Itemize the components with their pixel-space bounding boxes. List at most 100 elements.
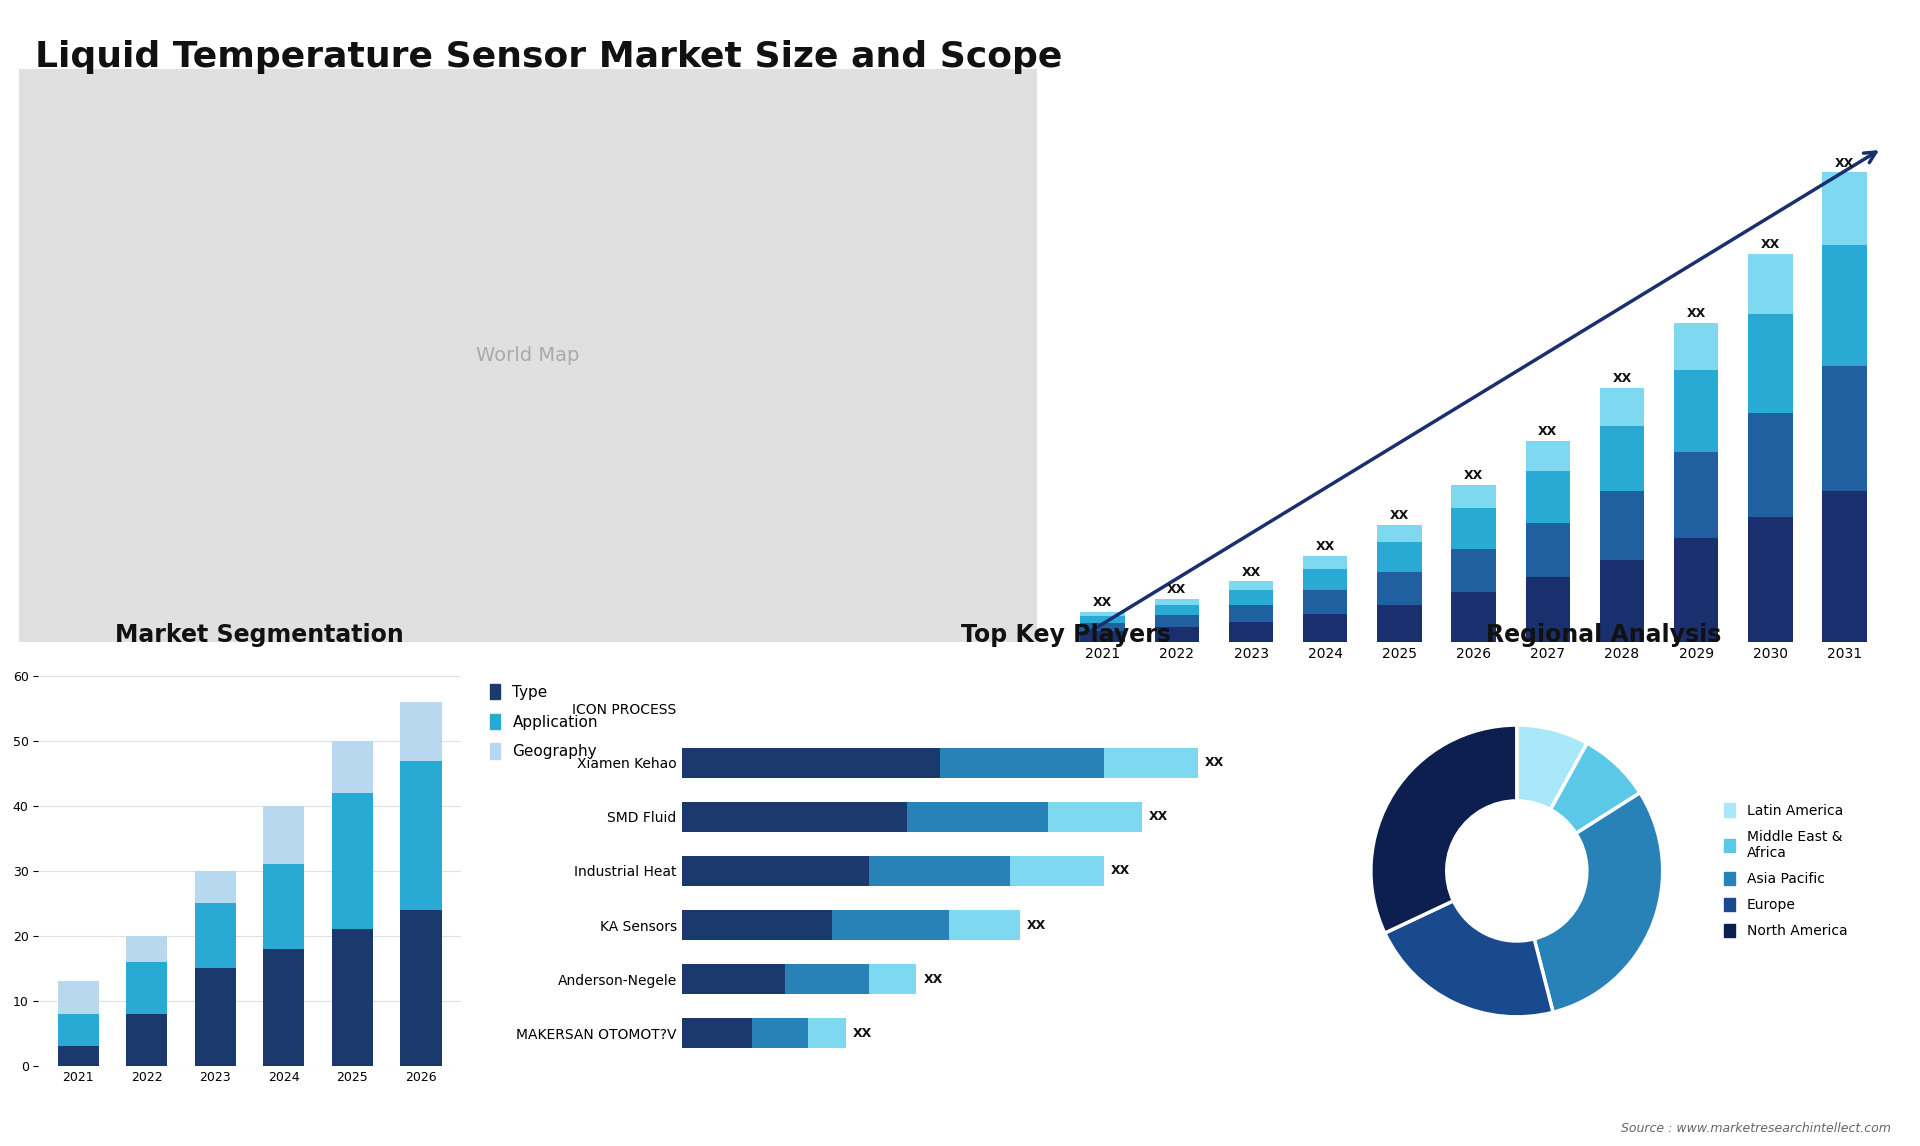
Bar [1048, 802, 1142, 832]
Wedge shape [1534, 793, 1663, 1012]
Text: XX: XX [924, 973, 943, 986]
Bar [1229, 590, 1273, 605]
Bar [1599, 387, 1644, 426]
Bar [1526, 523, 1571, 578]
Text: XX: XX [1242, 566, 1261, 579]
Bar [1154, 605, 1200, 615]
Bar [263, 806, 305, 864]
Wedge shape [1371, 725, 1517, 933]
Wedge shape [1517, 725, 1588, 809]
Bar [831, 910, 948, 940]
Bar [906, 802, 1048, 832]
Bar [127, 1014, 167, 1066]
Bar [58, 1014, 98, 1046]
Text: XX: XX [1206, 756, 1225, 769]
Bar [1081, 612, 1125, 615]
Text: Market Segmentation: Market Segmentation [115, 623, 403, 647]
Bar [194, 871, 236, 903]
Text: MARKET
RESEARCH
INTELLECT: MARKET RESEARCH INTELLECT [1764, 53, 1826, 89]
Bar [682, 910, 831, 940]
Legend: Latin America, Middle East &
Africa, Asia Pacific, Europe, North America: Latin America, Middle East & Africa, Asi… [1724, 803, 1847, 939]
Text: Top Key Players: Top Key Players [960, 623, 1171, 647]
Bar [948, 910, 1020, 940]
Text: XX: XX [1167, 583, 1187, 596]
Text: XX: XX [1761, 238, 1780, 251]
Bar [1822, 366, 1866, 490]
Bar [194, 968, 236, 1066]
Bar [1674, 323, 1718, 370]
Text: XX: XX [1538, 425, 1557, 439]
Bar [1377, 572, 1421, 605]
Bar [1304, 590, 1348, 614]
Bar [401, 910, 442, 1066]
Bar [1154, 598, 1200, 605]
Text: Liquid Temperature Sensor Market Size and Scope: Liquid Temperature Sensor Market Size an… [35, 40, 1062, 74]
Bar [1377, 525, 1421, 542]
Bar [401, 761, 442, 910]
Bar [1154, 615, 1200, 627]
Wedge shape [1551, 743, 1640, 833]
Bar [1599, 560, 1644, 642]
Bar [939, 748, 1104, 778]
Bar [1452, 549, 1496, 591]
Text: XX: XX [1148, 810, 1167, 823]
Text: XX: XX [1686, 307, 1705, 321]
Bar [870, 856, 1010, 886]
Text: XX: XX [1836, 157, 1855, 170]
Bar [1452, 508, 1496, 549]
Bar [1154, 627, 1200, 642]
Text: World Map: World Map [476, 346, 580, 364]
Text: XX: XX [1092, 596, 1112, 609]
Bar [127, 961, 167, 1014]
Bar [1377, 542, 1421, 572]
Bar [332, 929, 372, 1066]
Bar [785, 964, 870, 994]
Text: XX: XX [1027, 919, 1046, 932]
Bar [682, 964, 785, 994]
Bar [808, 1019, 847, 1049]
Bar [263, 949, 305, 1066]
Wedge shape [1384, 901, 1553, 1017]
Bar [332, 741, 372, 793]
Bar [870, 964, 916, 994]
Text: Source : www.marketresearchintellect.com: Source : www.marketresearchintellect.com [1620, 1122, 1891, 1135]
Circle shape [1448, 801, 1586, 941]
Bar [753, 1019, 808, 1049]
Bar [1526, 578, 1571, 642]
Bar [1304, 568, 1348, 590]
Bar [263, 864, 305, 949]
Bar [1104, 748, 1198, 778]
Legend: Type, Application, Geography: Type, Application, Geography [490, 684, 597, 760]
Bar [682, 1019, 753, 1049]
Bar [1822, 172, 1866, 245]
Bar [682, 856, 870, 886]
Bar [1599, 426, 1644, 490]
Bar [1304, 614, 1348, 642]
Bar [332, 793, 372, 929]
Bar [1081, 622, 1125, 631]
Bar [1229, 622, 1273, 642]
Bar [1674, 370, 1718, 453]
Bar [401, 702, 442, 761]
Bar [1229, 605, 1273, 622]
Bar [58, 1046, 98, 1066]
Bar [1010, 856, 1104, 886]
Bar [1229, 581, 1273, 590]
Bar [58, 981, 98, 1014]
Text: XX: XX [1463, 470, 1484, 482]
Bar [1081, 631, 1125, 642]
Polygon shape [1645, 29, 1701, 45]
Bar [682, 802, 906, 832]
Bar [1599, 490, 1644, 560]
Text: XX: XX [852, 1027, 872, 1039]
Bar [1304, 556, 1348, 568]
Bar [1526, 471, 1571, 523]
Bar [682, 748, 939, 778]
Bar [1822, 245, 1866, 366]
Bar [1747, 414, 1793, 517]
Bar [1674, 453, 1718, 539]
Bar [1747, 517, 1793, 642]
Bar [194, 903, 236, 968]
Bar [1377, 605, 1421, 642]
Text: XX: XX [1112, 864, 1131, 878]
